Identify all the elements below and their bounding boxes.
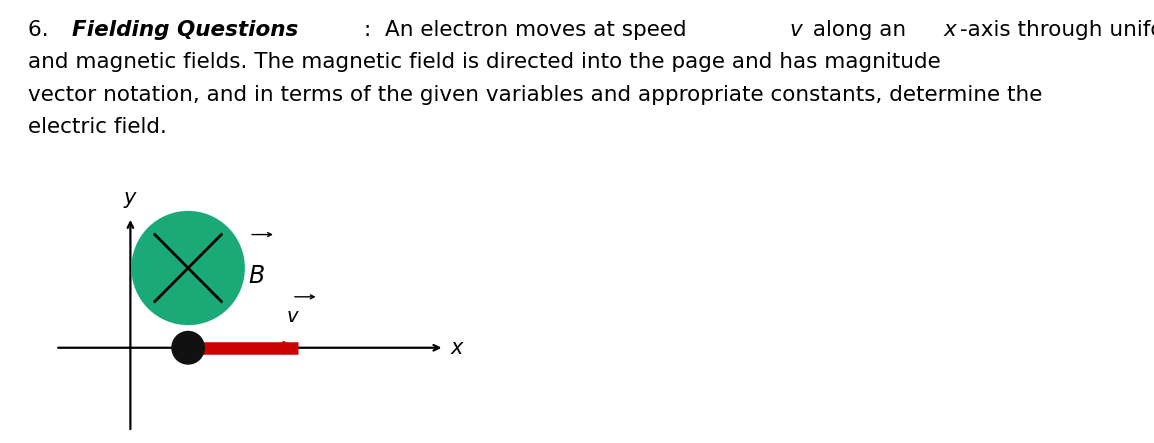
Text: $B$: $B$: [248, 264, 265, 288]
Text: $x$: $x$: [450, 338, 465, 358]
Text: Fielding Questions: Fielding Questions: [72, 20, 298, 40]
Text: 6.: 6.: [28, 20, 62, 40]
Text: vector notation, and in terms of the given variables and appropriate constants, : vector notation, and in terms of the giv…: [28, 85, 1042, 105]
Text: -axis through uniform electric: -axis through uniform electric: [960, 20, 1154, 40]
Text: $y$: $y$: [122, 190, 138, 210]
Text: electric field.: electric field.: [28, 117, 166, 137]
Ellipse shape: [172, 331, 204, 364]
Text: x: x: [944, 20, 957, 40]
Text: along an: along an: [805, 20, 913, 40]
Text: $v$: $v$: [286, 307, 300, 326]
Text: :  An electron moves at speed: : An electron moves at speed: [364, 20, 694, 40]
Ellipse shape: [133, 212, 243, 324]
Text: and magnetic fields. The magnetic field is directed into the page and has magnit: and magnetic fields. The magnetic field …: [28, 52, 947, 72]
Text: v: v: [789, 20, 802, 40]
